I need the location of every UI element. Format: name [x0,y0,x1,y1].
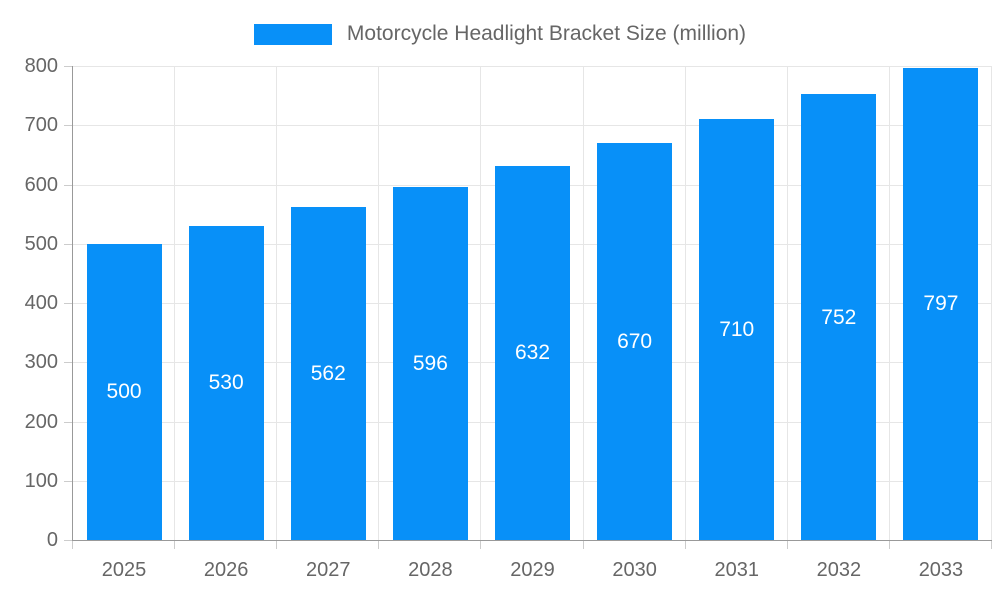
x-tick-label: 2031 [714,559,759,581]
v-gridline [888,66,890,540]
bar[interactable]: 670 [597,143,673,540]
bar-value-label: 752 [821,305,857,329]
h-gridline [73,66,992,67]
x-tick [888,541,890,549]
y-tick [64,243,72,245]
bar[interactable]: 797 [903,67,979,540]
y-tick-label: 500 [24,232,58,255]
y-tick-label: 0 [46,529,58,551]
bar-value-label: 632 [514,341,551,365]
y-tick [64,184,72,186]
legend-swatch [253,23,332,45]
y-tick-label: 300 [24,351,58,374]
y-tick [64,540,72,541]
x-tick [582,541,584,549]
y-tick-label: 700 [24,114,58,137]
v-gridline [684,66,686,540]
y-tick [64,66,72,67]
bar[interactable]: 530 [188,225,264,540]
x-tick-label: 2032 [816,559,862,581]
x-tick [72,541,73,549]
v-gridline [378,66,380,540]
x-tick [378,541,380,549]
y-tick-label: 100 [24,469,58,492]
x-tick [991,541,992,549]
v-gridline [480,66,482,540]
y-tick [64,421,72,423]
y-tick [64,480,72,482]
bar[interactable]: 710 [699,119,775,540]
bar[interactable]: 562 [290,207,366,540]
y-tick [64,303,72,304]
bar-value-label: 500 [106,380,142,404]
x-tick [786,541,788,549]
chart-legend[interactable]: Motorcycle Headlight Bracket Size (milli… [0,20,1000,48]
bar[interactable]: 632 [495,165,570,540]
legend-label: Motorcycle Headlight Bracket Size (milli… [346,22,747,45]
bar-value-label: 710 [719,318,755,342]
h-gridline [73,125,992,127]
y-tick [64,125,72,127]
y-tick [64,362,72,364]
bar[interactable]: 500 [86,243,162,540]
y-tick-label: 400 [24,292,58,314]
v-gridline [276,66,278,540]
x-tick-label: 2033 [918,559,964,581]
v-gridline [582,66,584,540]
x-tick-label: 2027 [306,559,351,581]
bar-value-label: 530 [208,371,244,395]
y-tick-label: 200 [24,410,58,433]
x-tick-label: 2025 [101,559,147,581]
v-gridline [174,66,176,540]
x-tick [684,541,686,549]
x-tick [480,541,482,549]
y-tick-label: 600 [24,173,58,196]
x-tick [276,541,278,549]
x-tick [174,541,176,549]
x-tick-label: 2030 [612,559,657,581]
bar[interactable]: 752 [801,94,877,540]
y-tick-label: 800 [24,55,58,77]
x-tick-label: 2029 [510,559,555,581]
plot-area: 500 530 562 596 632 670 710 752 797 [72,66,992,541]
v-gridline [786,66,788,540]
v-gridline [991,66,992,540]
x-tick-label: 2026 [203,559,249,581]
bar-value-label: 562 [310,362,346,385]
bar-value-label: 596 [412,351,448,375]
bar-value-label: 670 [617,330,653,354]
bar-value-label: 797 [923,292,959,316]
x-tick-label: 2028 [408,559,453,581]
bar[interactable]: 596 [392,186,468,540]
